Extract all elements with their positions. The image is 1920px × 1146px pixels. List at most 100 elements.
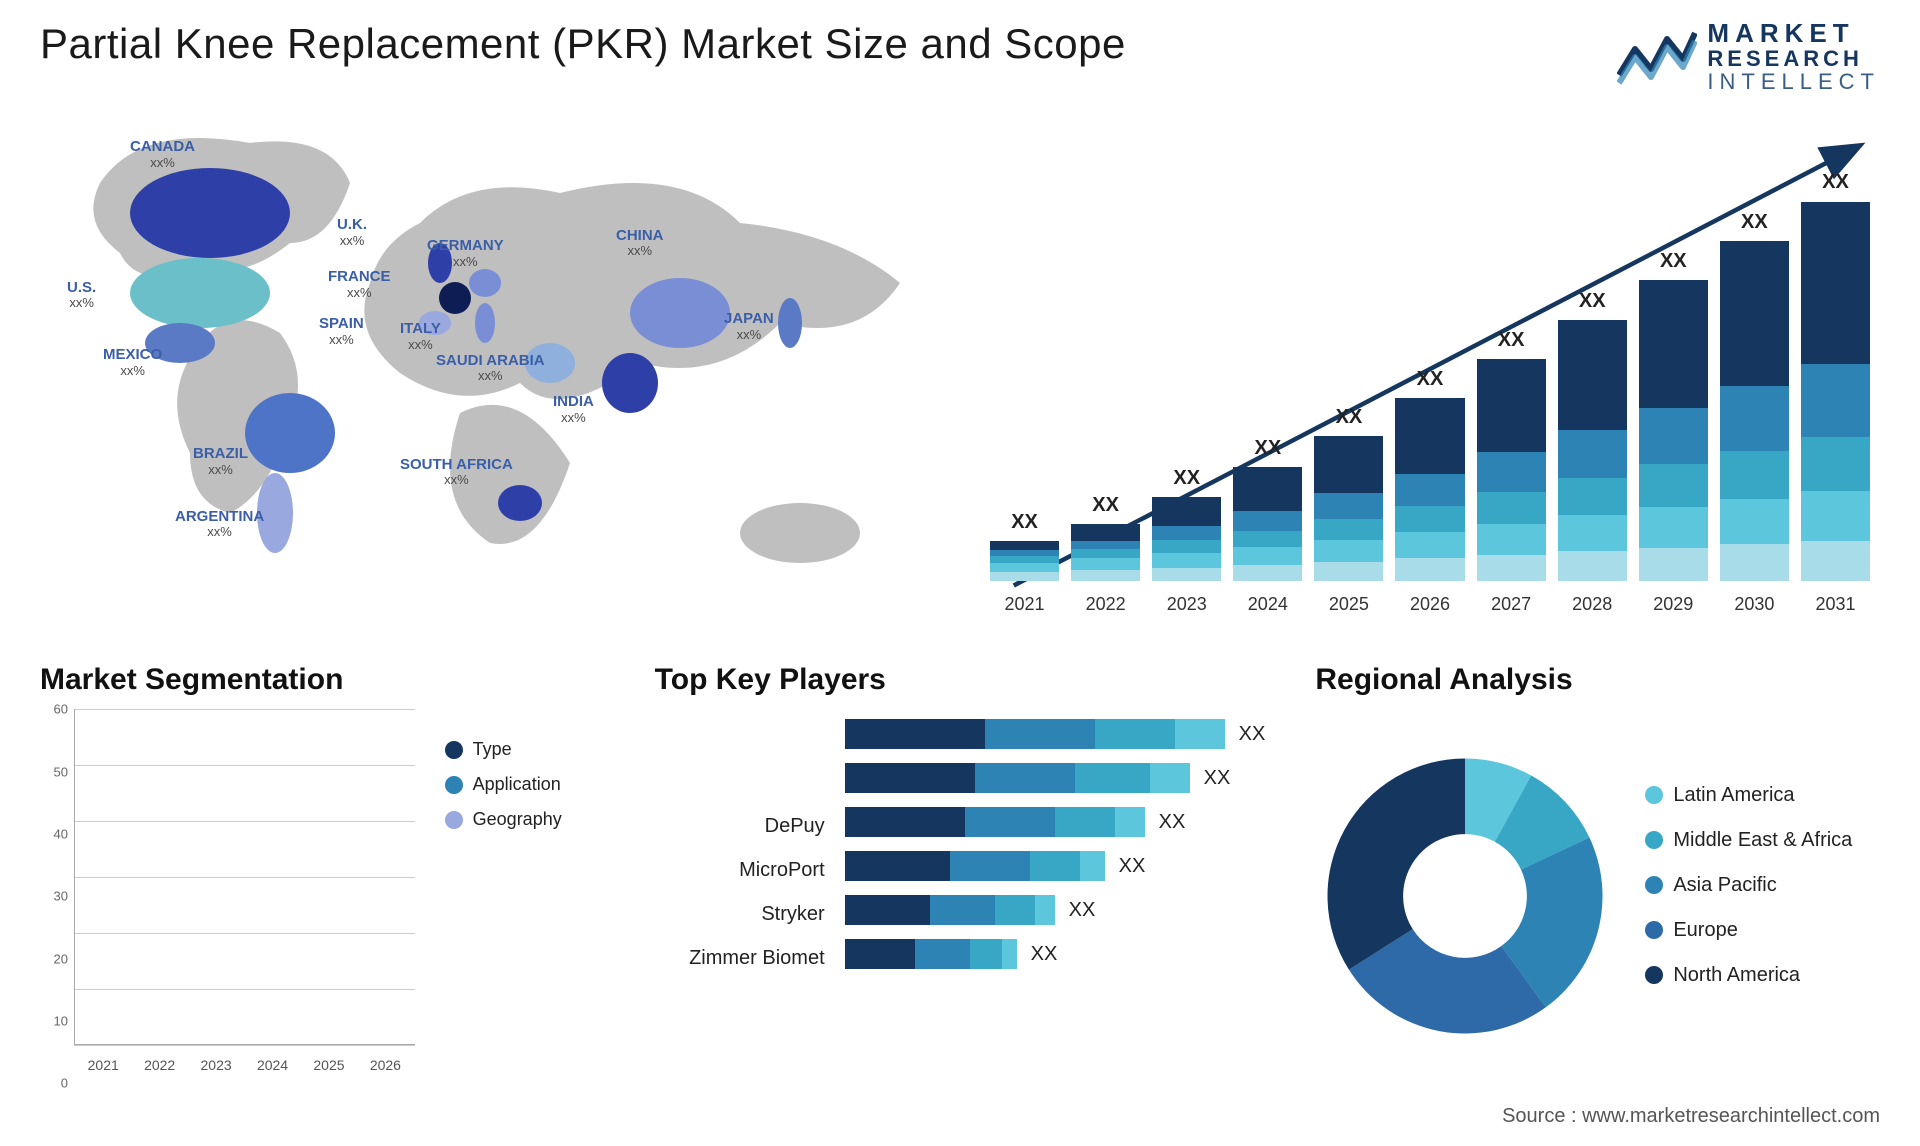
key-player-bar: XX	[845, 851, 1266, 881]
map-label-argentina: ARGENTINAxx%	[175, 509, 264, 540]
forecast-bar: XX	[990, 541, 1059, 582]
key-player-label: Stryker	[655, 903, 825, 926]
key-players-title: Top Key Players	[655, 663, 1266, 697]
forecast-bar: XX	[1639, 280, 1708, 581]
key-player-value: XX	[1239, 723, 1266, 746]
legend-swatch-icon	[445, 741, 463, 759]
logo-line2: RESEARCH	[1707, 47, 1880, 70]
legend-item: Type	[445, 739, 605, 760]
logo-line1: MARKET	[1707, 20, 1880, 47]
seg-ytick: 0	[40, 1076, 68, 1091]
seg-ytick: 50	[40, 764, 68, 779]
forecast-value-label: XX	[990, 511, 1059, 534]
forecast-year-label: 2026	[1395, 594, 1464, 615]
key-player-bar: XX	[845, 763, 1266, 793]
forecast-value-label: XX	[1558, 290, 1627, 313]
key-player-value: XX	[1119, 855, 1146, 878]
map-label-usa: U.S.xx%	[67, 280, 96, 311]
map-label-spain: SPAINxx%	[319, 316, 364, 347]
key-player-bar: XX	[845, 719, 1266, 749]
legend-swatch-icon	[1645, 831, 1663, 849]
map-label-italy: ITALYxx%	[400, 321, 441, 352]
key-player-label: DePuy	[655, 815, 825, 838]
regional-legend: Latin America Middle East & Africa Asia Pa…	[1645, 784, 1880, 1009]
map-label-mexico: MEXICOxx%	[103, 347, 162, 378]
segmentation-title: Market Segmentation	[40, 663, 605, 697]
map-label-india: INDIAxx%	[553, 394, 594, 425]
key-players-panel: Top Key Players ..DePuyMicroPortStrykerZ…	[655, 663, 1266, 1083]
page-title: Partial Knee Replacement (PKR) Market Si…	[40, 20, 1126, 68]
seg-ytick: 40	[40, 827, 68, 842]
segmentation-year-label: 2023	[193, 1057, 239, 1073]
legend-label: Asia Pacific	[1673, 874, 1776, 897]
forecast-bar: XX	[1395, 398, 1464, 581]
legend-label: Europe	[1673, 919, 1738, 942]
legend-label: Middle East & Africa	[1673, 829, 1852, 852]
forecast-value-label: XX	[1152, 467, 1221, 490]
segmentation-year-label: 2022	[136, 1057, 182, 1073]
forecast-bar: XX	[1558, 320, 1627, 582]
legend-item: North America	[1645, 964, 1880, 987]
key-player-bar: XX	[845, 939, 1266, 969]
legend-swatch-icon	[1645, 786, 1663, 804]
legend-swatch-icon	[445, 776, 463, 794]
world-map-panel: CANADAxx% U.S.xx% MEXICOxx% U.K.xx% FRANCExx…	[40, 113, 940, 633]
map-label-france: FRANCExx%	[328, 269, 391, 300]
map-label-uk: U.K.xx%	[337, 217, 367, 248]
forecast-value-label: XX	[1233, 437, 1302, 460]
logo-line3: INTELLECT	[1707, 70, 1880, 93]
forecast-value-label: XX	[1314, 406, 1383, 429]
legend-label: Application	[473, 774, 561, 795]
legend-swatch-icon	[1645, 876, 1663, 894]
segmentation-year-label: 2025	[306, 1057, 352, 1073]
segmentation-panel: Market Segmentation 20212022202320242025…	[40, 663, 605, 1083]
key-players-labels: ..DePuyMicroPortStrykerZimmer Biomet	[655, 709, 825, 1083]
legend-item: Middle East & Africa	[1645, 829, 1880, 852]
forecast-year-label: 2030	[1720, 594, 1789, 615]
legend-item: Asia Pacific	[1645, 874, 1880, 897]
forecast-value-label: XX	[1720, 211, 1789, 234]
forecast-year-label: 2025	[1314, 594, 1383, 615]
segmentation-year-label: 2024	[249, 1057, 295, 1073]
legend-label: Type	[473, 739, 512, 760]
legend-label: North America	[1673, 964, 1800, 987]
key-player-value: XX	[1204, 767, 1231, 790]
regional-panel: Regional Analysis Latin AmericaMiddle Ea…	[1315, 663, 1880, 1083]
key-player-bar: XX	[845, 895, 1266, 925]
key-player-value: XX	[1159, 811, 1186, 834]
forecast-value-label: XX	[1395, 368, 1464, 391]
seg-ytick: 20	[40, 951, 68, 966]
donut-segment	[1328, 759, 1466, 970]
forecast-year-label: 2021	[990, 594, 1059, 615]
key-player-bar: XX	[845, 807, 1266, 837]
legend-item: Latin America	[1645, 784, 1880, 807]
brand-logo: MARKET RESEARCH INTELLECT	[1617, 20, 1880, 93]
forecast-year-label: 2029	[1639, 594, 1708, 615]
segmentation-year-label: 2026	[362, 1057, 408, 1073]
key-player-label: MicroPort	[655, 859, 825, 882]
legend-item: Application	[445, 774, 605, 795]
key-player-value: XX	[1031, 943, 1058, 966]
forecast-bar: XX	[1071, 524, 1140, 582]
key-player-value: XX	[1069, 899, 1096, 922]
forecast-year-label: 2028	[1558, 594, 1627, 615]
forecast-chart: XXXXXXXXXXXXXXXXXXXXXX 20212022202320242…	[980, 113, 1880, 633]
forecast-value-label: XX	[1639, 250, 1708, 273]
key-player-label: Zimmer Biomet	[655, 947, 825, 970]
forecast-year-label: 2024	[1233, 594, 1302, 615]
forecast-bar: XX	[1801, 201, 1870, 581]
forecast-year-label: 2031	[1801, 594, 1870, 615]
map-label-canada: CANADAxx%	[130, 139, 195, 170]
forecast-value-label: XX	[1477, 329, 1546, 352]
seg-ytick: 30	[40, 889, 68, 904]
forecast-bar: XX	[1477, 359, 1546, 581]
forecast-bar: XX	[1233, 467, 1302, 582]
legend-swatch-icon	[1645, 966, 1663, 984]
seg-ytick: 10	[40, 1014, 68, 1029]
forecast-year-label: 2022	[1071, 594, 1140, 615]
segmentation-legend: TypeApplicationGeography	[445, 709, 605, 1083]
regional-donut-chart	[1315, 746, 1615, 1046]
forecast-year-label: 2023	[1152, 594, 1221, 615]
forecast-bar: XX	[1152, 497, 1221, 582]
forecast-value-label: XX	[1801, 171, 1870, 194]
